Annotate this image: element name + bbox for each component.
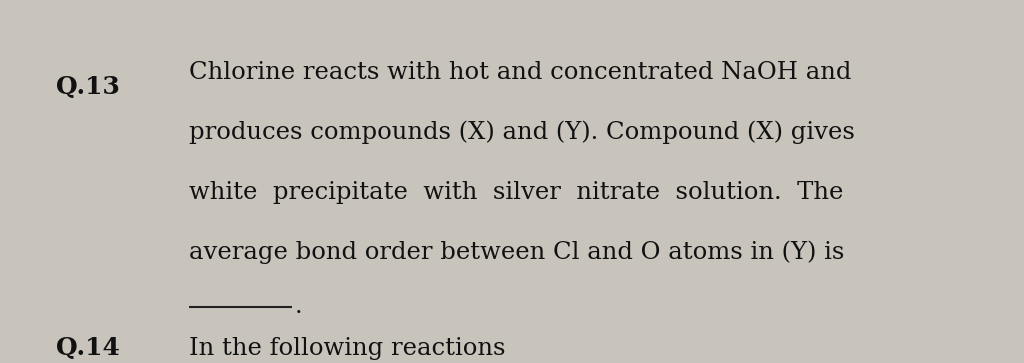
Text: produces compounds (X) and (Y). Compound (X) gives: produces compounds (X) and (Y). Compound… bbox=[189, 121, 855, 144]
Text: Q.14: Q.14 bbox=[56, 337, 120, 360]
Text: .: . bbox=[295, 295, 302, 318]
Text: white  precipitate  with  silver  nitrate  solution.  The: white precipitate with silver nitrate so… bbox=[189, 181, 844, 204]
Text: average bond order between Cl and O atoms in (Y) is: average bond order between Cl and O atom… bbox=[189, 241, 845, 264]
Text: In the following reactions: In the following reactions bbox=[189, 337, 506, 360]
Text: Chlorine reacts with hot and concentrated NaOH and: Chlorine reacts with hot and concentrate… bbox=[189, 61, 852, 84]
Text: Q.13: Q.13 bbox=[56, 75, 120, 99]
